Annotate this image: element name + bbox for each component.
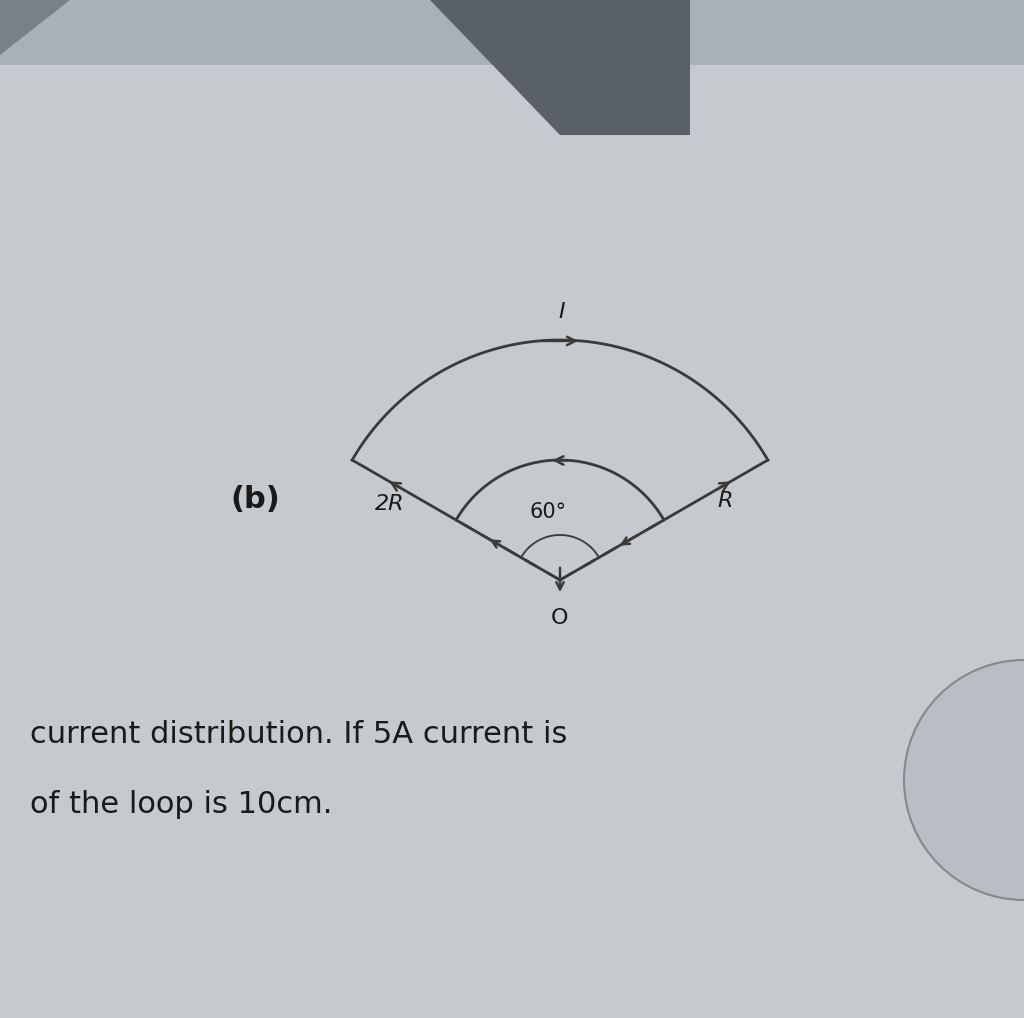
- Text: I: I: [559, 302, 565, 322]
- Polygon shape: [0, 0, 1024, 65]
- Circle shape: [904, 660, 1024, 900]
- Text: current distribution. If 5A current is: current distribution. If 5A current is: [30, 720, 567, 749]
- Text: R: R: [718, 491, 733, 511]
- Text: (b): (b): [230, 486, 280, 514]
- Text: O: O: [551, 608, 568, 628]
- Text: 2R: 2R: [375, 494, 404, 514]
- Text: 60°: 60°: [529, 502, 566, 522]
- Polygon shape: [0, 0, 70, 55]
- Polygon shape: [0, 65, 1024, 1018]
- Polygon shape: [430, 0, 690, 135]
- Text: of the loop is 10cm.: of the loop is 10cm.: [30, 790, 333, 819]
